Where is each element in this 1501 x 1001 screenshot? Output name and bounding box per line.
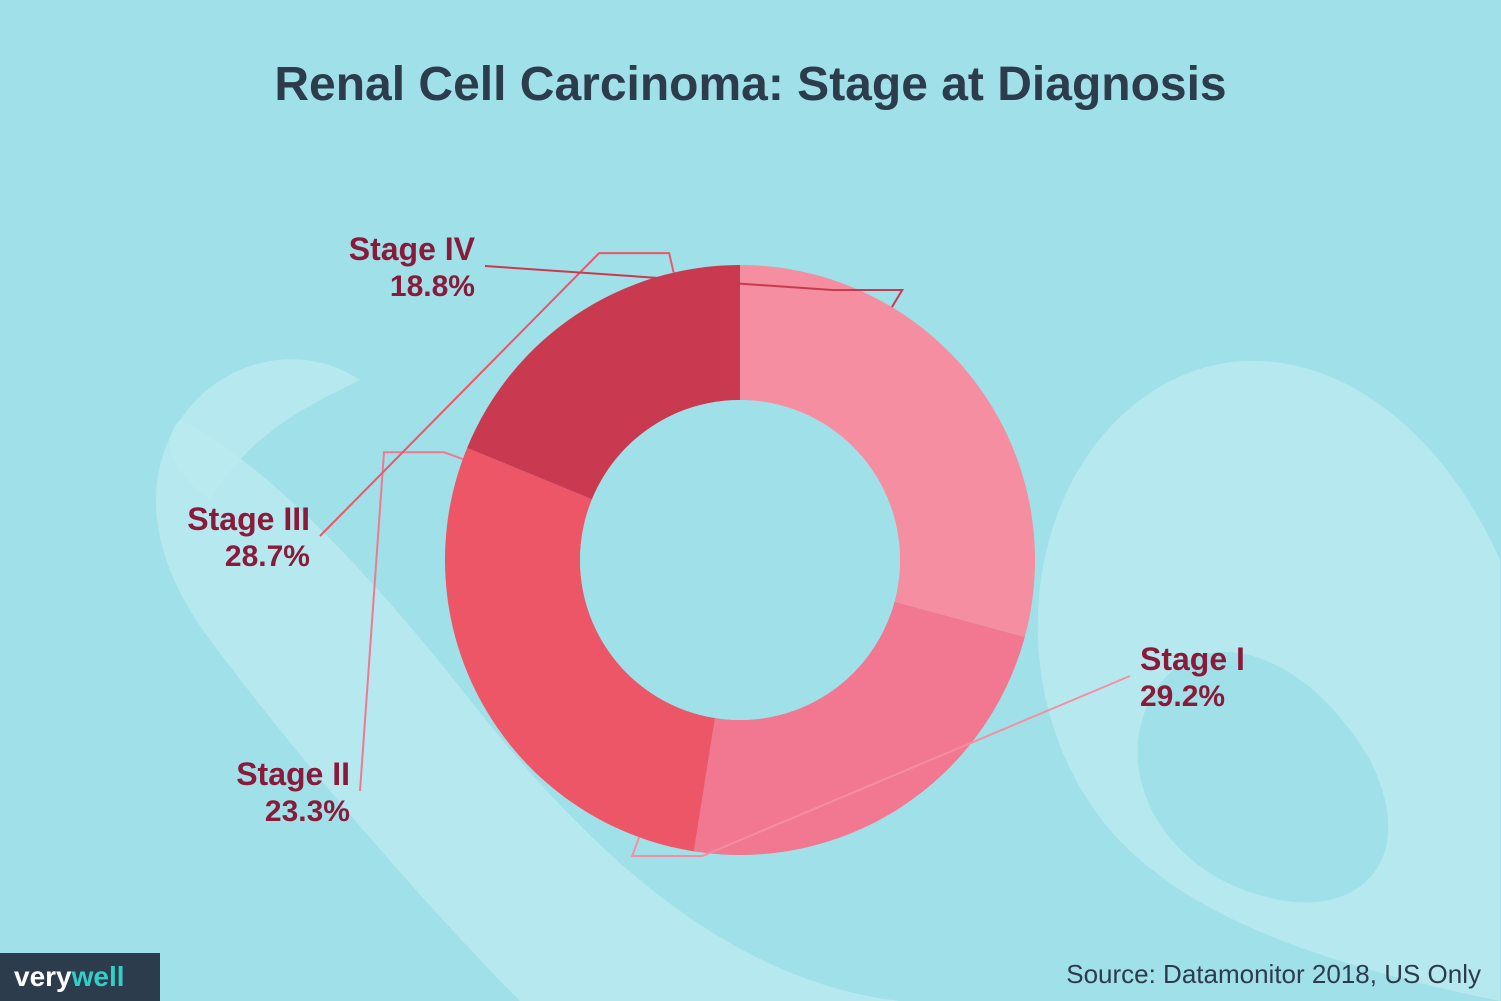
source-text: Source: Datamonitor 2018, US Only xyxy=(1066,959,1481,989)
slice-label: Stage II xyxy=(236,756,350,792)
slice-label: Stage I xyxy=(1140,641,1245,677)
donut-hole xyxy=(580,400,900,720)
slice-value: 29.2% xyxy=(1140,680,1225,713)
slice-value: 28.7% xyxy=(225,540,310,573)
brand-text: verywell xyxy=(14,961,125,992)
slice-label: Stage IV xyxy=(349,231,476,267)
slice-value: 18.8% xyxy=(390,270,475,303)
slice-label: Stage III xyxy=(187,501,310,537)
donut-chart xyxy=(445,265,1035,855)
chart-title: Renal Cell Carcinoma: Stage at Diagnosis xyxy=(274,58,1226,111)
slice-value: 23.3% xyxy=(265,795,350,828)
brand-badge: verywell xyxy=(0,953,160,1001)
